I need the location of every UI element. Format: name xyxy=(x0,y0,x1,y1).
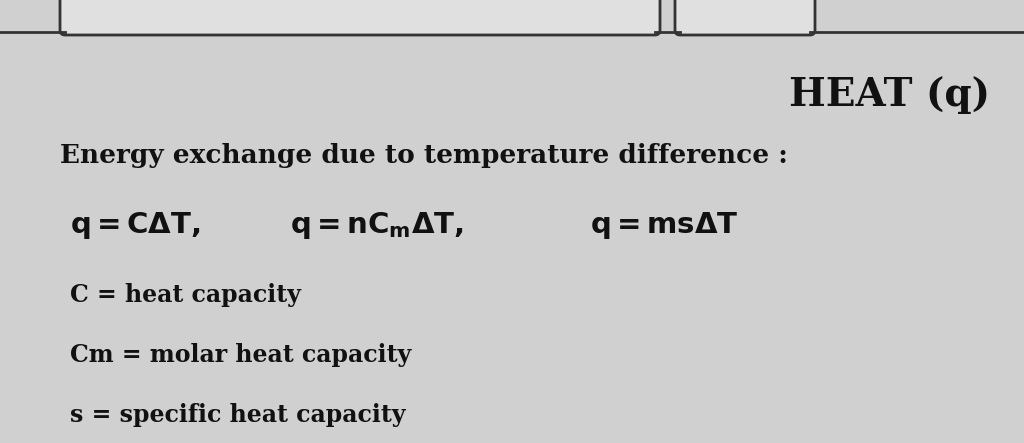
FancyBboxPatch shape xyxy=(675,0,815,35)
Text: Cm = molar heat capacity: Cm = molar heat capacity xyxy=(70,343,412,367)
Text: s = specific heat capacity: s = specific heat capacity xyxy=(70,403,406,427)
Text: C = heat capacity: C = heat capacity xyxy=(70,283,301,307)
FancyBboxPatch shape xyxy=(60,0,660,35)
Text: HEAT (q): HEAT (q) xyxy=(788,76,990,114)
Text: Energy exchange due to temperature difference :: Energy exchange due to temperature diffe… xyxy=(60,143,787,167)
Text: $\mathbf{q = ms\Delta T}$: $\mathbf{q = ms\Delta T}$ xyxy=(590,210,738,241)
Text: $\mathbf{q = nC_m\Delta T,}$: $\mathbf{q = nC_m\Delta T,}$ xyxy=(290,210,464,241)
Text: $\mathbf{q = C\Delta T,}$: $\mathbf{q = C\Delta T,}$ xyxy=(70,210,201,241)
